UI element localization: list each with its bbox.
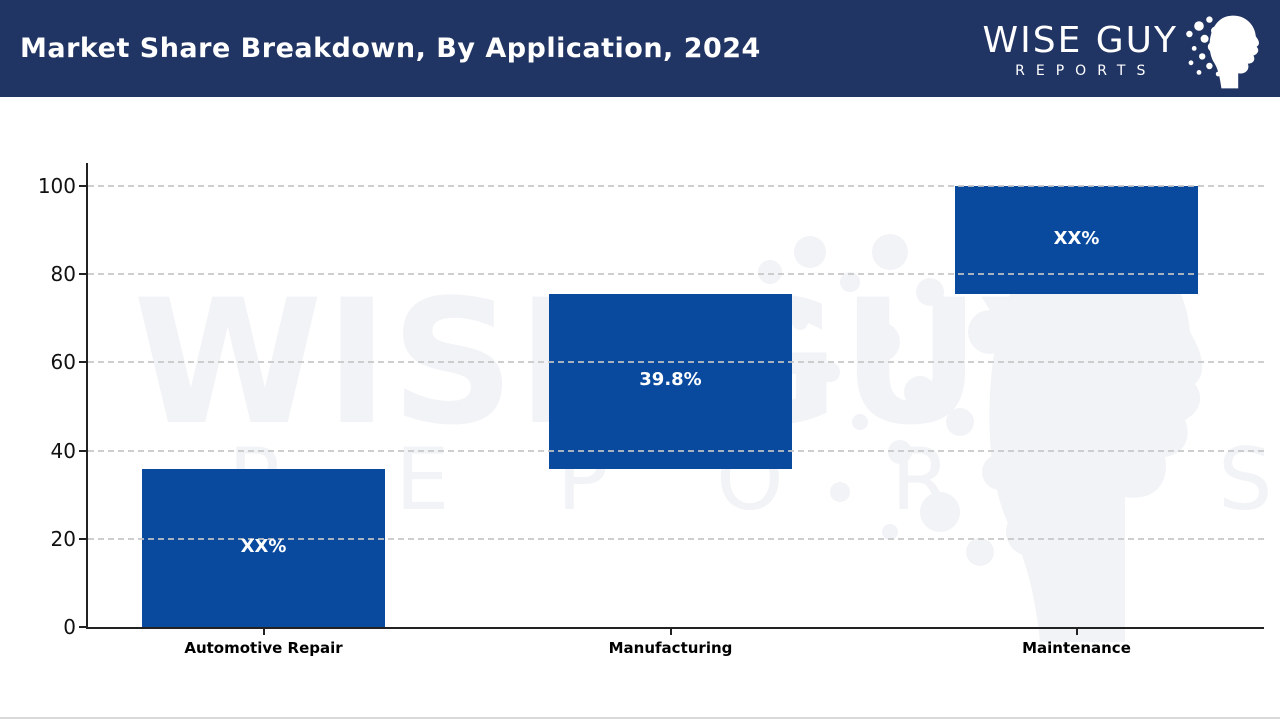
- gridline-20: [88, 537, 1264, 540]
- x-axis-spine: [86, 627, 1264, 629]
- y-axis-tick-label: 100: [37, 174, 76, 198]
- page-title: Market Share Breakdown, By Application, …: [20, 33, 761, 64]
- y-axis-tick-label: 40: [50, 438, 76, 463]
- logo-wordmark: WISE GUY REPORTS: [982, 20, 1179, 80]
- wiseguy-face-icon: [1186, 15, 1259, 89]
- y-axis-spine: [86, 163, 88, 629]
- x-axis-category-label: Maintenance: [1022, 639, 1131, 657]
- y-axis-tick-label: 0: [63, 615, 76, 639]
- y-axis-tick-label: 20: [50, 526, 76, 551]
- bar-value-label: XX%: [1053, 227, 1100, 249]
- logo-wiseguy-text: WISE GUY: [982, 20, 1178, 61]
- bar-1: [142, 469, 385, 627]
- y-axis-tick: [79, 185, 88, 187]
- gridline-100: [88, 185, 1264, 187]
- gridline-40: [88, 449, 1264, 452]
- y-axis-tick: [79, 626, 88, 628]
- bar-2: [549, 293, 792, 470]
- bar-value-label: 39.8%: [639, 369, 702, 391]
- y-axis-tick: [79, 361, 88, 364]
- gridline-80: [88, 273, 1264, 276]
- bottom-border: [0, 717, 1280, 719]
- x-axis-tick: [1075, 627, 1078, 635]
- gridline-60: [88, 361, 1264, 364]
- bar-value-label: XX%: [240, 536, 287, 558]
- x-axis-tick: [262, 627, 265, 635]
- bar-3: [955, 186, 1198, 294]
- y-axis-tick-label: 60: [50, 350, 76, 375]
- logo-reports-text: REPORTS: [1015, 63, 1157, 79]
- x-axis-category-label: Automotive Repair: [184, 639, 343, 657]
- wiseguy-logo: WISE GUY REPORTS: [983, 10, 1267, 90]
- x-axis-tick: [669, 627, 672, 635]
- y-axis-tick: [79, 273, 88, 276]
- y-axis-tick: [79, 449, 88, 452]
- x-axis-category-label: Manufacturing: [608, 639, 733, 657]
- header-bar: Market Share Breakdown, By Application, …: [0, 0, 1280, 97]
- y-axis-tick: [79, 537, 88, 540]
- y-axis-tick-label: 80: [50, 262, 76, 287]
